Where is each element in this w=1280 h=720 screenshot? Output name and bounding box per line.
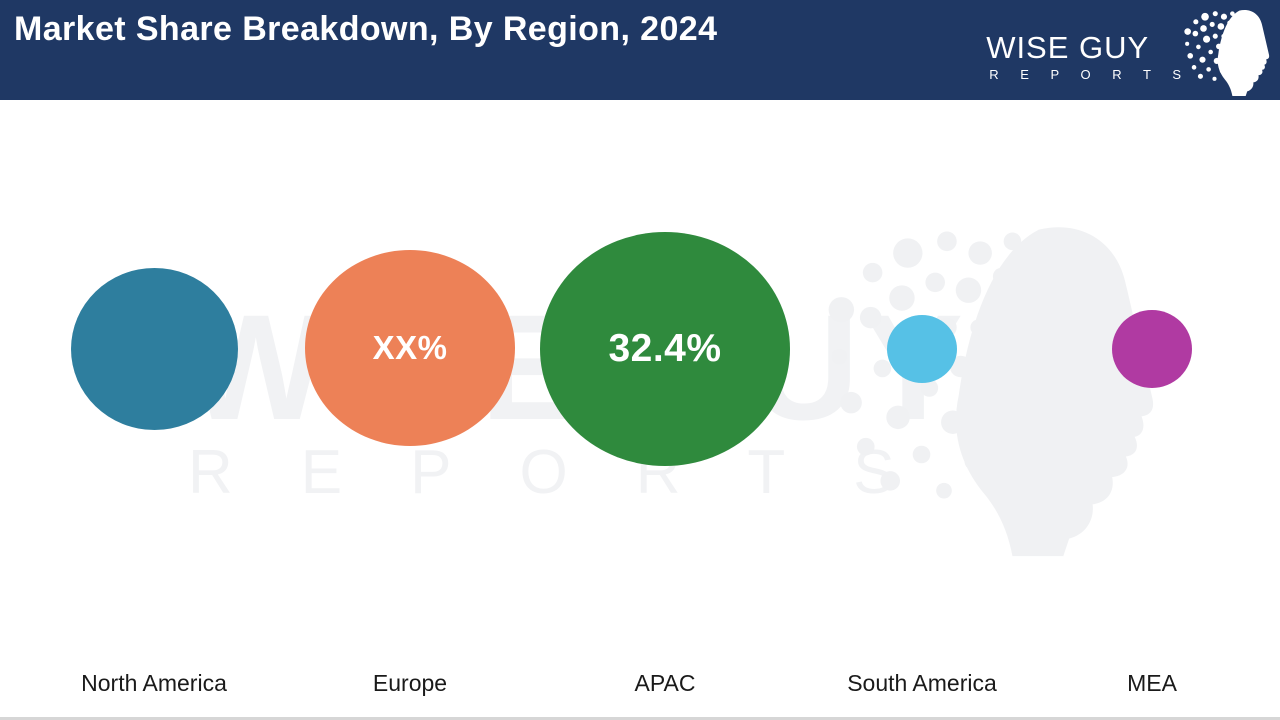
brand-name: WISE GUY: [986, 29, 1150, 65]
bubble-value-europe: XX%: [372, 329, 448, 366]
bubble-apac: 32.4%: [540, 232, 790, 466]
bottom-strip: [0, 717, 1280, 720]
category-label-north-america: North America: [81, 670, 227, 696]
bubble-mea: [1112, 310, 1192, 388]
bubble-south-america: [887, 315, 957, 383]
watermark-head-icon: [812, 212, 1164, 564]
category-label-mea: MEA: [1127, 670, 1177, 696]
brand-logo-text: WISE GUY R E P O R T S: [986, 32, 1190, 81]
bubble-europe: XX%: [305, 250, 515, 446]
bubble-north-america: [70, 268, 238, 430]
category-label-row: North America Europe APAC South America MEA: [0, 670, 1280, 702]
category-label-europe: Europe: [372, 670, 448, 696]
category-label-south-america: South America: [847, 670, 997, 696]
brand-subtitle: R E P O R T S: [989, 66, 1190, 82]
brand-logo: WISE GUY R E P O R T S: [986, 0, 1278, 100]
page-title: Market Share Breakdown, By Region, 2024: [14, 10, 718, 48]
watermark-reports-text: REPORTS: [188, 438, 963, 507]
header: Market Share Breakdown, By Region, 2024 …: [0, 0, 1280, 100]
category-label-apac: APAC: [634, 670, 696, 696]
bubble-value-apac: 32.4%: [608, 327, 722, 370]
